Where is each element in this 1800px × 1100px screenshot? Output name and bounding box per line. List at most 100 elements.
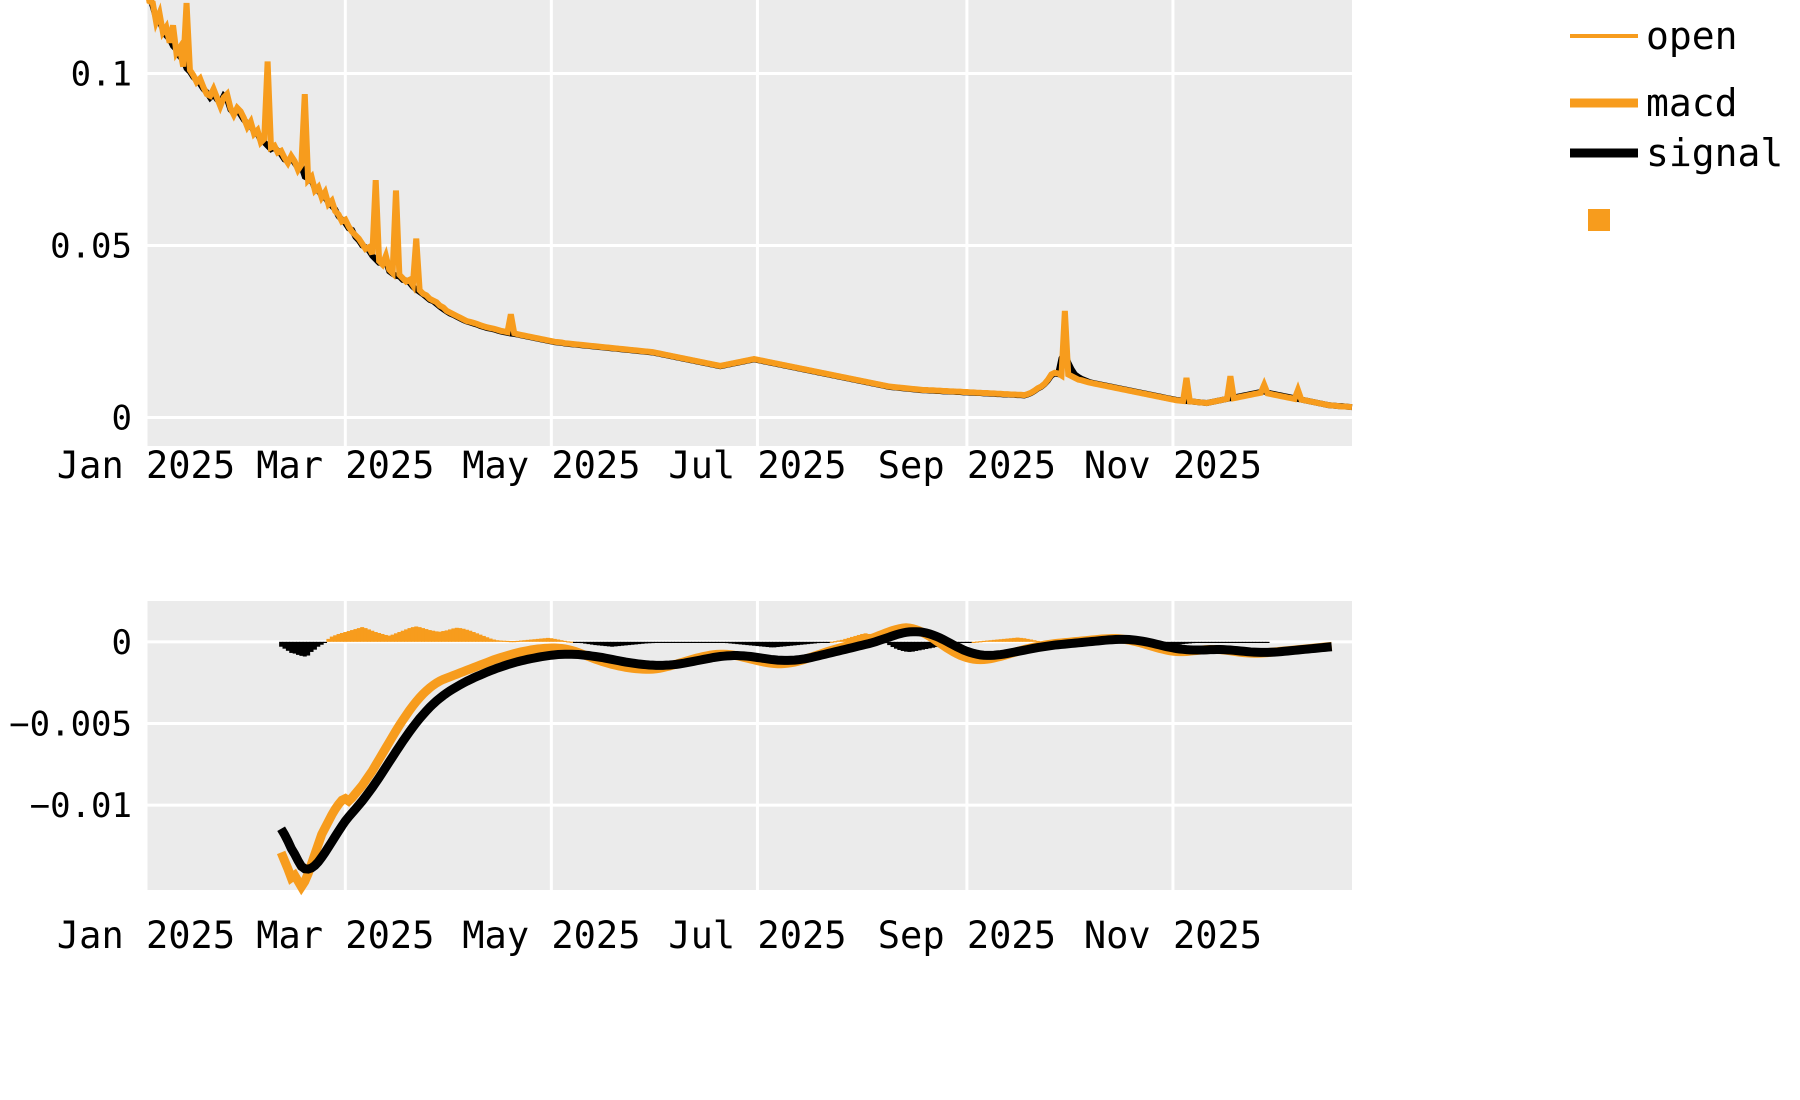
macd-histogram-bar [393,633,398,642]
macd-histogram-bar [755,641,760,647]
macd-histogram-bar [603,641,608,647]
macd-histogram-bar [664,641,669,644]
macd-histogram-bar [657,641,662,644]
macd-histogram-bar [1211,641,1216,644]
macd-histogram-bar [768,641,773,648]
macd-histogram-bar [904,641,909,652]
macd-histogram-bar [285,641,290,651]
macd-histogram-bar [586,641,591,645]
price-xtick-label: Mar 2025 [256,444,434,487]
price-ytick-label: 0 [112,398,132,438]
price-chart-panel: 0 0.05 0.1 Jan 2025 Mar 2025 May 2025 Jul 2025… [0,0,1800,500]
macd-histogram-bar [437,631,442,642]
macd-histogram-bar [333,635,338,642]
macd-histogram-bar [356,628,361,642]
macd-histogram-bar [792,641,797,646]
macd-histogram-bar [711,641,716,644]
macd-histogram-bar [606,641,611,647]
legend-svg: open macd signal [1570,14,1783,231]
macd-histogram-bar [1248,641,1253,644]
macd-histogram-bar [998,639,1003,642]
macd-histogram-bar [481,635,486,642]
macd-histogram-bar [306,641,311,656]
macd-histogram-bar [414,626,419,642]
macd-histogram-bar [1255,641,1260,644]
price-plot-background [146,0,1352,446]
macd-histogram-bar [633,641,638,645]
macd-histogram-bar [421,628,426,642]
macd-histogram-bar [323,641,328,644]
macd-histogram-bar [380,633,385,642]
macd-histogram-bar [833,641,838,643]
macd-histogram-bar [559,640,564,642]
legend-swatch-square[interactable] [1588,209,1610,231]
macd-histogram-bar [1177,641,1182,645]
macd-histogram-bar [1228,641,1233,644]
price-xtick-label: May 2025 [462,444,640,487]
macd-histogram-bar [1208,641,1213,644]
macd-histogram-bar [1241,641,1246,644]
chart-legend: open macd signal [1560,0,1800,260]
macd-histogram-bar [370,630,375,642]
price-series-open [146,0,1353,411]
macd-histogram-bar [698,641,703,644]
macd-histogram-bar [366,629,371,642]
macd-histogram-bar [363,628,368,642]
macd-histogram-bar [910,641,915,652]
macd-histogram-bar [674,641,679,644]
macd-histogram-bar [1018,637,1023,642]
macd-histogram-bar [758,641,763,647]
macd-histogram-bar [583,641,588,644]
macd-histogram-bar [397,632,402,642]
macd-histogram-bar [461,628,466,642]
macd-histogram-bar [627,641,632,646]
macd-histogram-bar [407,628,412,642]
macd-histogram-bar [292,641,297,654]
macd-histogram-bar [677,641,682,644]
macd-histogram-bar [329,636,334,642]
macd-histogram-bar [670,641,675,644]
macd-histogram-bar [694,641,699,644]
macd-histogram-bar [360,627,365,642]
macd-histogram-bar [846,637,851,642]
macd-histogram-bar [836,640,841,642]
macd-histogram-bar [1245,641,1250,644]
macd-histogram-bar [1197,641,1202,644]
macd-histogram-bar [927,641,932,649]
price-ytick-label: 0.1 [71,55,132,95]
macd-histogram-bar [1035,640,1040,643]
macd-histogram-bar [802,641,807,645]
macd-xtick-label: Sep 2025 [878,914,1056,957]
macd-histogram-bar [975,641,980,643]
macd-histogram-bar [961,641,966,644]
macd-histogram-bar [1187,641,1192,644]
macd-histogram-bar [701,641,706,644]
macd-histogram-bar [667,641,672,644]
macd-histogram-bar [404,629,409,642]
price-ytick-label: 0.05 [50,226,132,266]
macd-histogram-bar [738,641,743,645]
macd-histogram-bar [971,641,976,644]
macd-histogram-bar [620,641,625,646]
macd-histogram-bar [762,641,767,647]
macd-histogram-bar [708,641,713,644]
macd-histogram-bar [613,641,618,647]
macd-histogram-bar [684,641,689,644]
macd-histogram-bar [302,641,307,657]
macd-histogram-bar [508,641,513,643]
macd-histogram-bar [806,641,811,645]
macd-histogram-bar [1181,641,1186,645]
macd-histogram-bar [316,641,321,647]
macd-histogram-bar [890,641,895,648]
macd-histogram-bar [917,641,922,651]
macd-histogram-bar [431,630,436,642]
macd-histogram-bar [1231,641,1236,644]
macd-histogram-bar [454,627,459,642]
price-xtick-label: Jan 2025 [57,444,235,487]
macd-histogram-bar [839,639,844,642]
macd-histogram-bar [765,641,770,648]
macd-histogram-bar [491,639,496,642]
macd-histogram-bar [1012,637,1017,642]
macd-histogram-bar [964,641,969,644]
macd-histogram-bar [687,641,692,644]
